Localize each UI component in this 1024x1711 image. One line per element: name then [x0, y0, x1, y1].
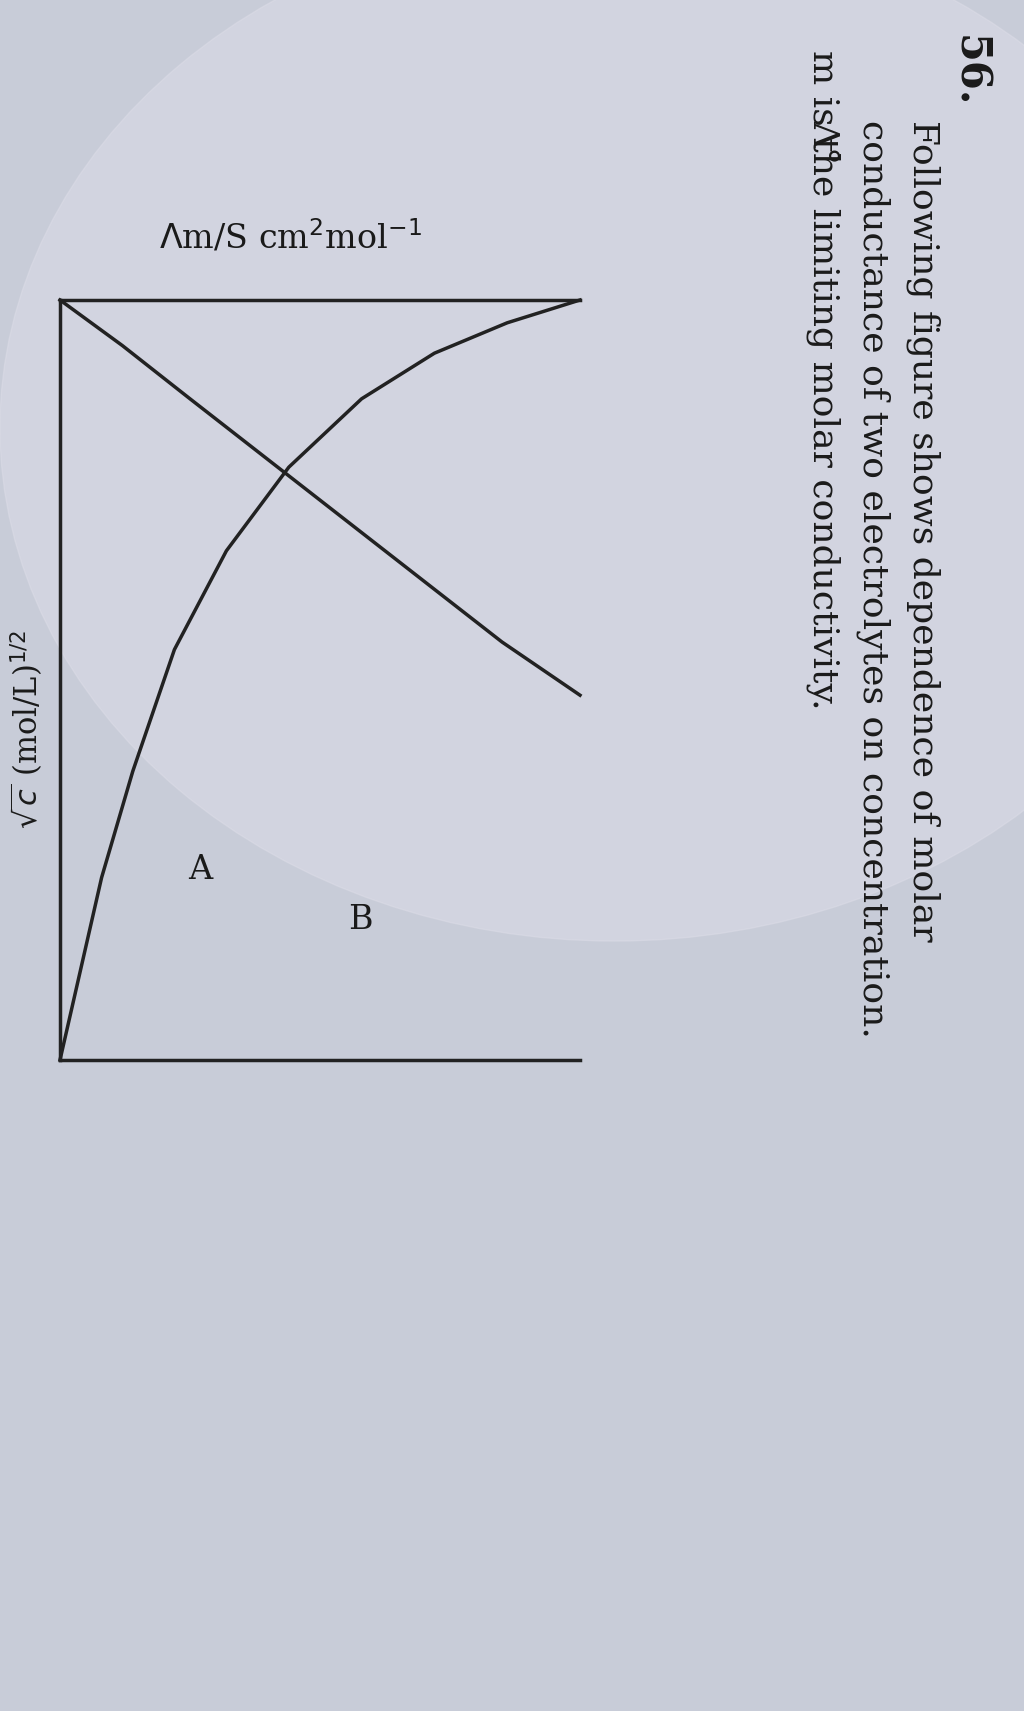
Text: Following figure shows dependence of molar: Following figure shows dependence of mol… — [905, 120, 940, 941]
Text: $\sqrt{c}$ (mol/L)$^{1/2}$: $\sqrt{c}$ (mol/L)$^{1/2}$ — [8, 631, 45, 830]
Text: $\Lambda$m/S cm$^2$mol$^{-1}$: $\Lambda$m/S cm$^2$mol$^{-1}$ — [159, 219, 422, 255]
Text: m is the limiting molar conductivity.: m is the limiting molar conductivity. — [806, 50, 840, 710]
Text: Λ°: Λ° — [806, 120, 840, 164]
Text: A: A — [187, 854, 212, 886]
Ellipse shape — [0, 0, 1024, 941]
Text: B: B — [348, 903, 373, 936]
Text: conductance of two electrolytes on concentration.: conductance of two electrolytes on conce… — [855, 120, 890, 1039]
Text: 56.: 56. — [948, 34, 990, 108]
